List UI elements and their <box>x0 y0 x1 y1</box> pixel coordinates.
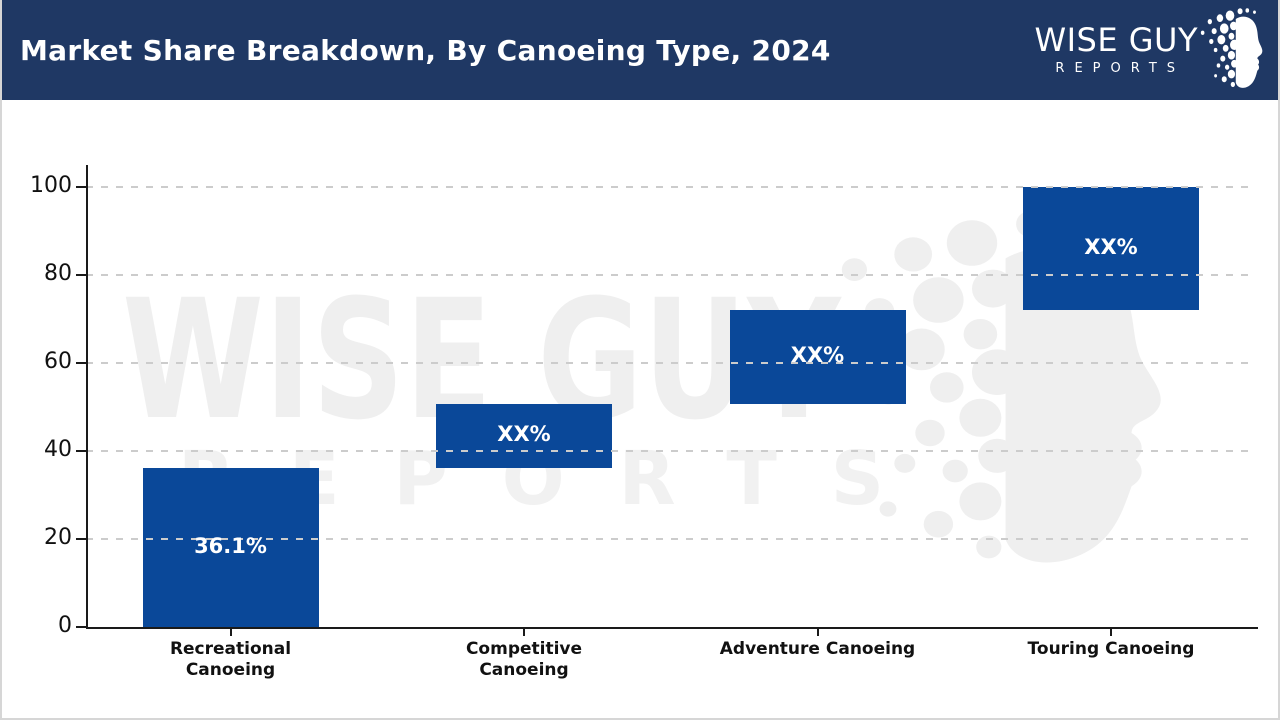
gridline <box>86 186 1256 188</box>
y-tick-mark <box>76 274 86 276</box>
gridline <box>86 538 1256 540</box>
x-axis-category-label-line: Competitive <box>465 639 583 659</box>
y-axis-tick-label: 80 <box>44 261 72 286</box>
y-axis-tick-label: 100 <box>30 173 72 198</box>
x-axis-category-label-line: Recreational <box>169 639 292 659</box>
header-bar: Market Share Breakdown, By Canoeing Type… <box>0 0 1280 100</box>
gridline <box>86 274 1256 276</box>
logo-subname-text: REPORTS <box>1055 60 1186 76</box>
bar-segment <box>436 403 612 469</box>
x-tick-mark <box>1110 627 1112 636</box>
wise-guy-logo: WISE GUY REPORTS <box>1034 7 1266 93</box>
y-axis-tick-label: 0 <box>58 613 72 638</box>
y-tick-mark <box>76 626 86 628</box>
chart-title: Market Share Breakdown, By Canoeing Type… <box>20 33 831 67</box>
bar-value-label: XX% <box>1084 234 1138 259</box>
x-axis-category-label-line: Canoeing <box>185 660 276 680</box>
bar-segment <box>1023 187 1199 311</box>
y-tick-mark <box>76 186 86 188</box>
bar-segment <box>142 468 319 627</box>
x-tick-mark <box>523 627 525 636</box>
y-axis-tick-label: 60 <box>44 349 72 374</box>
logo-wordmark: WISE GUY REPORTS <box>1034 24 1198 76</box>
x-axis-category-label: Recreational Canoeing <box>101 639 361 681</box>
logo-name-text: WISE GUY <box>1034 21 1198 60</box>
bar-value-label: 36.1% <box>194 533 267 558</box>
x-axis-category-label-line: Canoeing <box>479 660 569 680</box>
y-axis-line <box>86 165 88 629</box>
y-tick-mark <box>76 362 86 364</box>
x-axis-category-label: Competitive Canoeing <box>394 639 654 681</box>
y-tick-mark <box>76 450 86 452</box>
x-axis-category-label: Touring Canoeing <box>981 639 1241 660</box>
bar-value-label: XX% <box>497 422 551 447</box>
x-axis-category-label-line: Touring Canoeing <box>1027 639 1195 659</box>
x-axis-category-label-line: Adventure Canoeing <box>719 639 916 659</box>
y-axis-tick-label: 20 <box>44 525 72 550</box>
x-tick-mark <box>816 627 819 636</box>
y-axis-tick-label: 40 <box>44 437 72 462</box>
x-axis-category-label: Adventure Canoeing <box>688 639 948 660</box>
bar-value-label: XX% <box>790 343 845 368</box>
gridline <box>86 362 1256 364</box>
x-axis-line <box>86 627 1258 629</box>
gridline <box>86 450 1256 452</box>
logo-face-profile-icon <box>1200 8 1263 88</box>
x-tick-mark <box>229 627 232 636</box>
y-tick-mark <box>76 538 86 540</box>
bar-segment <box>729 310 906 404</box>
